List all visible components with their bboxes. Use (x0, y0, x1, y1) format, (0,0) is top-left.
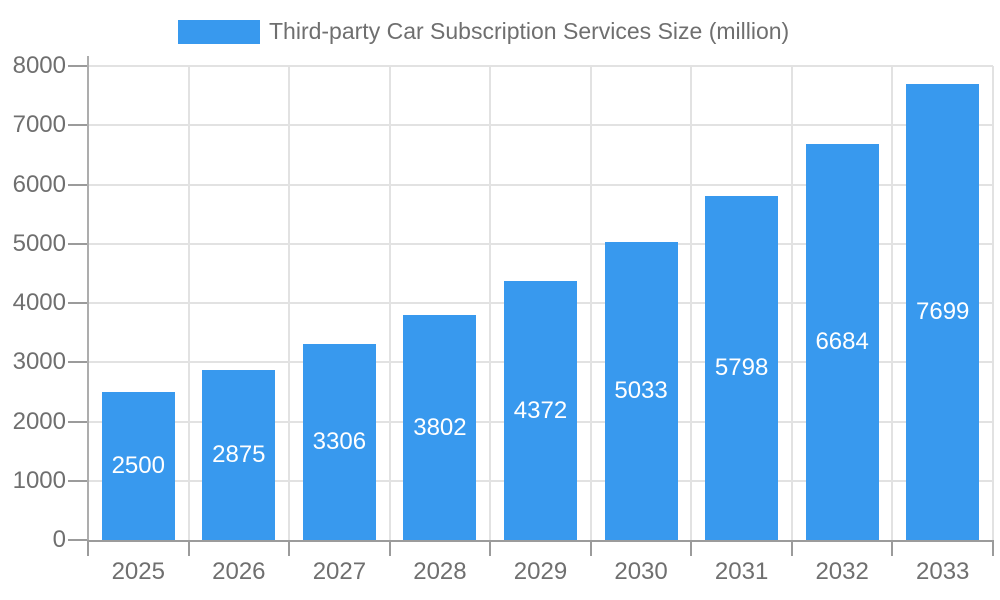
v-gridline (589, 66, 592, 540)
x-axis-tick-label: 2030 (614, 558, 668, 585)
x-axis-tick (589, 540, 592, 556)
x-axis-tick-label: 2027 (312, 558, 367, 585)
bar[interactable]: 3802 (403, 315, 477, 540)
v-gridline (891, 66, 894, 540)
y-axis-tick (68, 183, 88, 186)
v-gridline (690, 66, 693, 540)
y-axis-tick-label: 4000 (12, 289, 66, 316)
x-axis-tick (87, 540, 89, 556)
y-axis-tick (68, 65, 88, 67)
v-gridline (388, 66, 391, 540)
bar-value-label: 5798 (714, 354, 769, 381)
v-gridline (187, 66, 190, 540)
bar[interactable]: 7699 (906, 84, 980, 540)
y-axis-tick-label: 8000 (12, 52, 66, 79)
x-axis-tick (489, 540, 492, 556)
v-gridline (790, 66, 793, 540)
x-axis-tick (891, 540, 894, 556)
v-gridline (992, 66, 994, 540)
x-axis-tick-label: 2031 (714, 558, 769, 585)
x-axis-tick (288, 540, 291, 556)
x-axis-tick (992, 540, 994, 556)
y-axis-tick (68, 302, 88, 304)
x-axis-tick (690, 540, 693, 556)
y-axis-line (87, 56, 89, 542)
bar[interactable]: 6684 (805, 144, 879, 540)
x-axis-tick-label: 2033 (916, 558, 970, 585)
y-axis-tick-label: 5000 (12, 229, 66, 257)
legend-label[interactable]: Third-party Car Subscription Services Si… (269, 18, 790, 44)
v-gridline (489, 66, 492, 540)
bar[interactable]: 5033 (604, 242, 678, 540)
y-axis-tick (68, 242, 88, 245)
y-axis-tick (68, 479, 88, 482)
y-axis-tick-label: 0 (52, 526, 66, 553)
y-axis-tick-label: 1000 (12, 466, 66, 494)
y-axis-tick (68, 124, 88, 127)
bar[interactable]: 5798 (705, 196, 779, 540)
y-axis-tick (68, 539, 88, 541)
x-axis-tick (790, 540, 793, 556)
bar[interactable]: 2500 (101, 392, 175, 540)
x-axis-tick-label: 2032 (815, 558, 869, 585)
y-axis-tick (68, 361, 88, 364)
h-gridline (88, 242, 993, 245)
bar[interactable]: 4372 (504, 281, 577, 540)
x-axis-line (88, 540, 993, 542)
bar-value-label: 2500 (111, 452, 165, 479)
y-axis-tick-label: 6000 (12, 170, 66, 198)
x-axis-tick (388, 540, 391, 556)
plot-area: 2500 2875 3306 3802 4372 5033 5798 6684 7699 (68, 56, 994, 556)
bar-value-label: 3306 (312, 428, 367, 455)
legend-swatch[interactable] (178, 19, 260, 44)
h-gridline (88, 124, 993, 127)
h-gridline (88, 183, 993, 186)
legend[interactable]: Third-party Car Subscription Services Si… (178, 18, 789, 45)
x-axis-tick (187, 540, 190, 556)
y-axis-tick-label: 2000 (12, 407, 66, 435)
bar-value-label: 4372 (513, 396, 568, 424)
h-gridline (88, 65, 993, 67)
y-axis-tick (68, 420, 88, 423)
x-axis-tick-label: 2025 (111, 558, 165, 585)
x-axis-tick-label: 2029 (513, 558, 568, 585)
bar[interactable]: 3306 (302, 344, 376, 540)
y-axis-tick-label: 7000 (12, 111, 66, 139)
bar-value-label: 7699 (916, 298, 970, 325)
v-gridline (288, 66, 291, 540)
bar-value-label: 2875 (212, 441, 266, 468)
x-axis-tick-label: 2028 (413, 558, 467, 585)
bar-value-label: 5033 (614, 377, 668, 404)
bar-value-label: 3802 (413, 413, 467, 441)
x-axis-tick-label: 2026 (212, 558, 266, 585)
y-axis-tick-label: 3000 (12, 348, 66, 376)
bar-value-label: 6684 (815, 328, 869, 355)
bar[interactable]: 2875 (202, 370, 276, 540)
